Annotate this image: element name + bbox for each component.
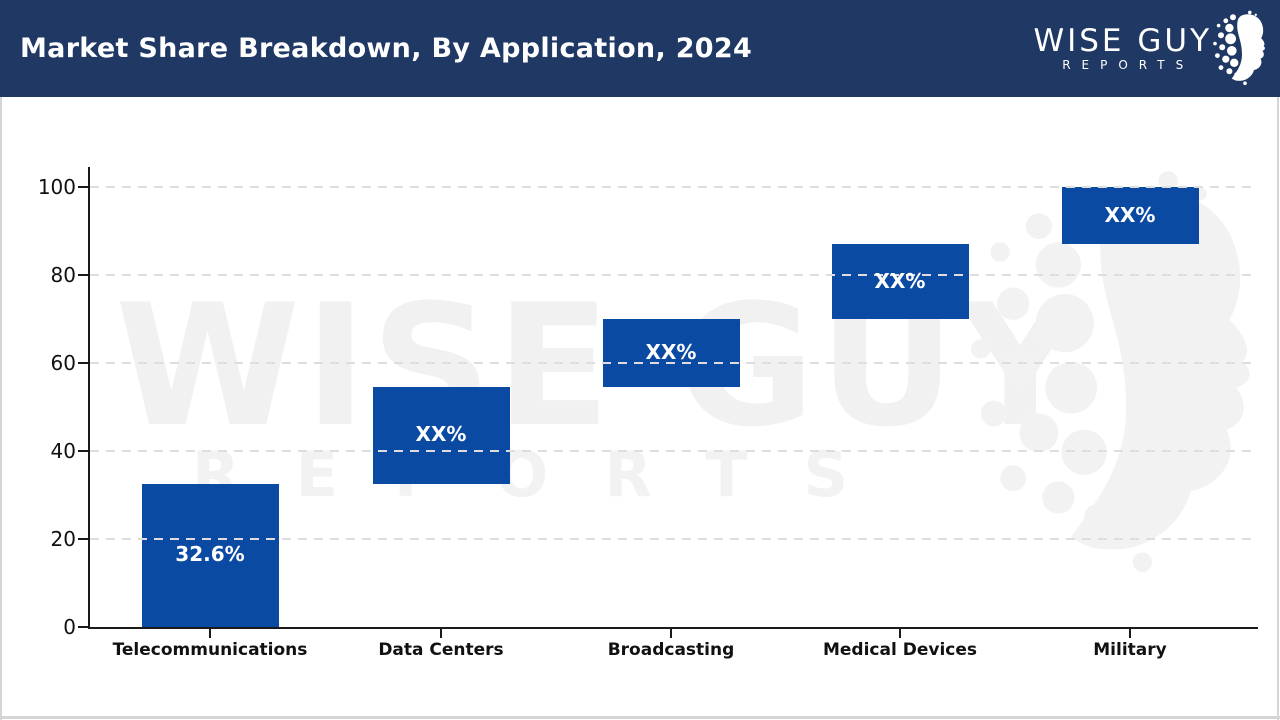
- x-tick-mark: [209, 629, 211, 638]
- bar-telecommunications: [141, 483, 279, 627]
- y-tick-mark: [78, 450, 88, 452]
- y-tick-mark: [78, 186, 88, 188]
- bar-value-label: XX%: [645, 340, 697, 365]
- gridline-20: [90, 538, 1256, 540]
- page-title: Market Share Breakdown, By Application, …: [20, 33, 753, 64]
- header-bar: Market Share Breakdown, By Application, …: [0, 0, 1280, 97]
- watermark-face-icon: [971, 171, 1250, 572]
- y-tick-label: 80: [50, 263, 76, 287]
- y-tick-mark: [78, 274, 88, 276]
- x-tick-mark: [670, 629, 672, 638]
- bottom-border: [0, 716, 1280, 719]
- gridline-100: [90, 186, 1256, 188]
- gridline-60: [90, 362, 1256, 364]
- x-tick-mark: [1129, 629, 1131, 638]
- bar-value-label: XX%: [874, 268, 926, 293]
- brand-name: WISE GUY: [1033, 22, 1212, 59]
- gridline-80: [90, 274, 1256, 276]
- x-tick-label: Data Centers: [378, 640, 504, 660]
- y-tick-label: 0: [63, 615, 76, 639]
- y-axis-line: [88, 167, 90, 629]
- gridline-40: [90, 450, 1256, 452]
- y-tick-label: 100: [37, 175, 76, 199]
- y-tick-mark: [78, 626, 88, 628]
- bar-value-label: XX%: [1104, 202, 1156, 227]
- brand-logo: WISE GUY REPORTS: [1033, 10, 1270, 88]
- y-tick-label: 40: [50, 439, 76, 463]
- y-tick-mark: [78, 538, 88, 540]
- x-tick-label: Telecommunications: [112, 640, 308, 660]
- y-tick-label: 20: [50, 527, 76, 551]
- x-tick-mark: [440, 629, 442, 638]
- brand-subtitle: REPORTS: [1062, 58, 1195, 73]
- x-tick-label: Military: [1093, 640, 1167, 660]
- wise-guy-face-icon: [1213, 10, 1265, 85]
- y-tick-label: 60: [50, 351, 76, 375]
- right-border: [1277, 97, 1279, 720]
- y-tick-mark: [78, 362, 88, 364]
- brand-logo-text: WISE GUY REPORTS: [1033, 25, 1212, 73]
- bar-broadcasting: [602, 319, 740, 388]
- x-axis-line: [88, 627, 1258, 629]
- left-border: [0, 97, 2, 720]
- bar-data-centers: [372, 387, 510, 484]
- x-tick-label: Medical Devices: [822, 640, 977, 660]
- bar-medical-devices: [831, 244, 969, 319]
- bar-value-label: 32.6%: [175, 542, 245, 567]
- bar-value-label: XX%: [415, 422, 467, 447]
- x-tick-mark: [899, 629, 901, 638]
- x-tick-label: Broadcasting: [607, 640, 735, 660]
- bar-military: [1061, 187, 1199, 245]
